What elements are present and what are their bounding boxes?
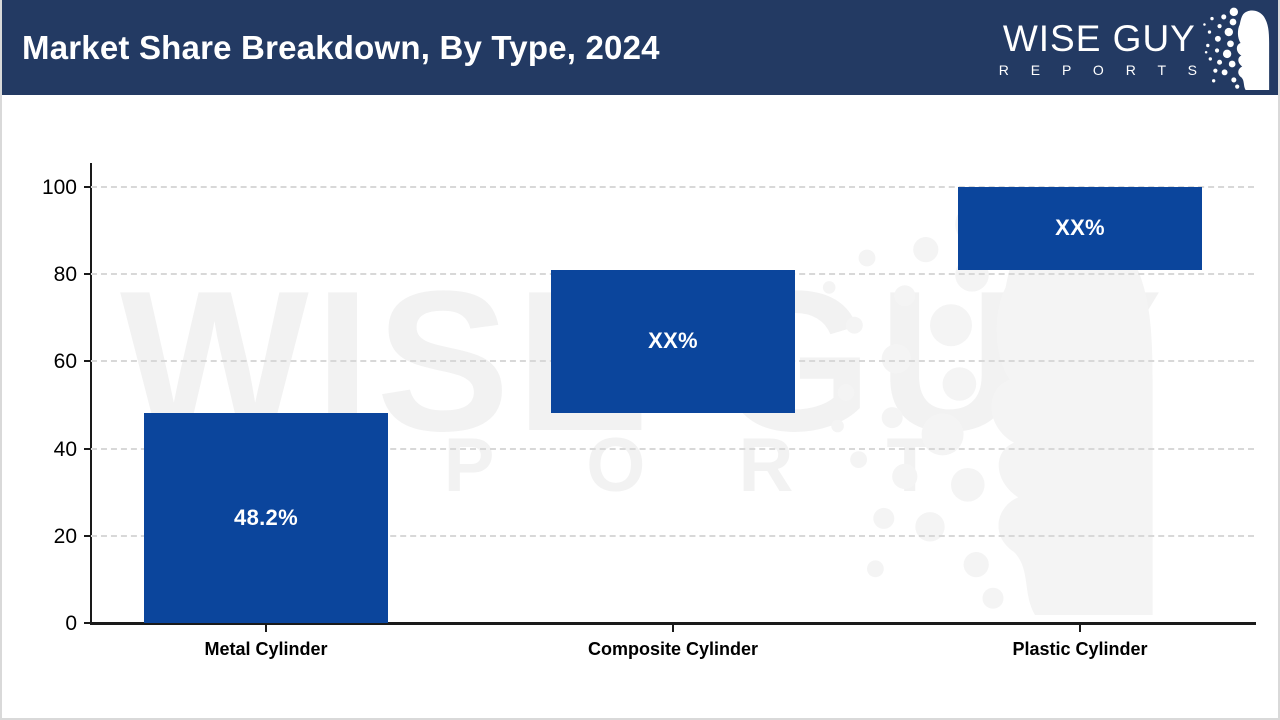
x-tick-mark-metal-cylinder <box>265 625 267 632</box>
bar-value-label-metal-cylinder: 48.2% <box>234 504 298 530</box>
category-label-plastic-cylinder: Plastic Cylinder <box>1012 639 1148 659</box>
y-tick-mark-40 <box>84 447 91 450</box>
y-tick-mark-60 <box>84 360 91 363</box>
bar-value-label-composite-cylinder: XX% <box>648 328 698 354</box>
x-tick-mark-plastic-cylinder <box>1079 625 1081 632</box>
y-tick-label-40: 40 <box>53 437 77 461</box>
bar-value-label-plastic-cylinder: XX% <box>1055 215 1105 241</box>
gridline-20 <box>91 534 1254 537</box>
page-title: Market Share Breakdown, By Type, 2024 <box>22 28 660 66</box>
y-tick-mark-80 <box>84 273 91 276</box>
brand-logo: WISE GUY R E P O R T S <box>999 4 1272 92</box>
header-band: Market Share Breakdown, By Type, 2024 WI… <box>2 0 1278 95</box>
x-axis-spine <box>90 622 1256 625</box>
brand-subtitle: R E P O R T S <box>998 62 1206 78</box>
category-label-metal-cylinder: Metal Cylinder <box>204 639 328 659</box>
bar-plastic-cylinder: XX% <box>958 187 1202 270</box>
y-tick-label-0: 0 <box>65 612 77 635</box>
y-tick-mark-20 <box>84 534 91 537</box>
brand-logo-text: WISE GUY R E P O R T S <box>993 20 1206 78</box>
y-tick-label-100: 100 <box>41 176 77 199</box>
bar-metal-cylinder: 48.2% <box>144 412 388 623</box>
x-tick-mark-composite-cylinder <box>672 625 674 632</box>
bar-composite-cylinder: XX% <box>551 269 795 413</box>
brand-name: WISE GUY <box>1002 18 1196 59</box>
y-axis-spine <box>90 163 92 623</box>
y-tick-label-20: 20 <box>53 524 77 548</box>
y-tick-mark-100 <box>84 186 91 188</box>
category-label-composite-cylinder: Composite Cylinder <box>587 639 759 659</box>
y-tick-label-60: 60 <box>53 350 77 374</box>
y-tick-mark-0 <box>84 622 91 624</box>
gridline-40 <box>91 447 1254 450</box>
gridline-100 <box>91 186 1254 188</box>
y-tick-label-80: 80 <box>53 263 77 287</box>
